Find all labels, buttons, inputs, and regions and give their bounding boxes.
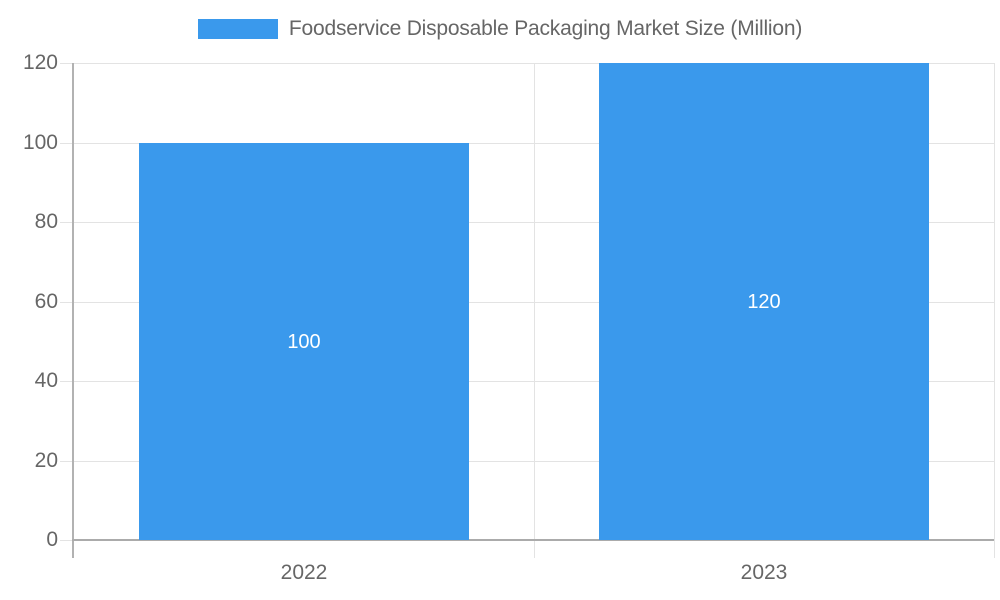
- x-gridline: [534, 63, 535, 558]
- chart-legend: Foodservice Disposable Packaging Market …: [0, 17, 1000, 41]
- legend-swatch-icon: [197, 19, 278, 39]
- legend-label: Foodservice Disposable Packaging Market …: [288, 17, 803, 40]
- y-gridline: [60, 222, 994, 223]
- y-gridline: [60, 143, 994, 144]
- y-gridline: [60, 381, 994, 382]
- y-tick-label: 100: [22, 131, 58, 154]
- x-tick-label: 2023: [740, 561, 788, 584]
- bar-value-label: 100: [287, 330, 321, 353]
- x-gridline: [994, 63, 995, 558]
- y-tick-label: 120: [22, 51, 58, 74]
- y-gridline: [60, 461, 994, 462]
- legend-item[interactable]: Foodservice Disposable Packaging Market …: [197, 17, 803, 41]
- y-tick-label: 0: [46, 528, 58, 551]
- y-tick-label: 60: [34, 290, 58, 313]
- x-axis-line: [72, 539, 994, 541]
- x-tick-label: 2022: [280, 561, 328, 584]
- y-tick-label: 20: [34, 449, 58, 472]
- bar[interactable]: 120: [599, 63, 929, 540]
- y-gridline: [60, 302, 994, 303]
- bar-value-label: 120: [747, 290, 781, 313]
- y-tick-label: 80: [34, 210, 58, 233]
- y-axis-tick: [60, 540, 74, 541]
- bar[interactable]: 100: [139, 143, 469, 540]
- y-gridline: [60, 63, 994, 64]
- y-tick-label: 40: [34, 369, 58, 392]
- y-axis-line: [72, 63, 74, 558]
